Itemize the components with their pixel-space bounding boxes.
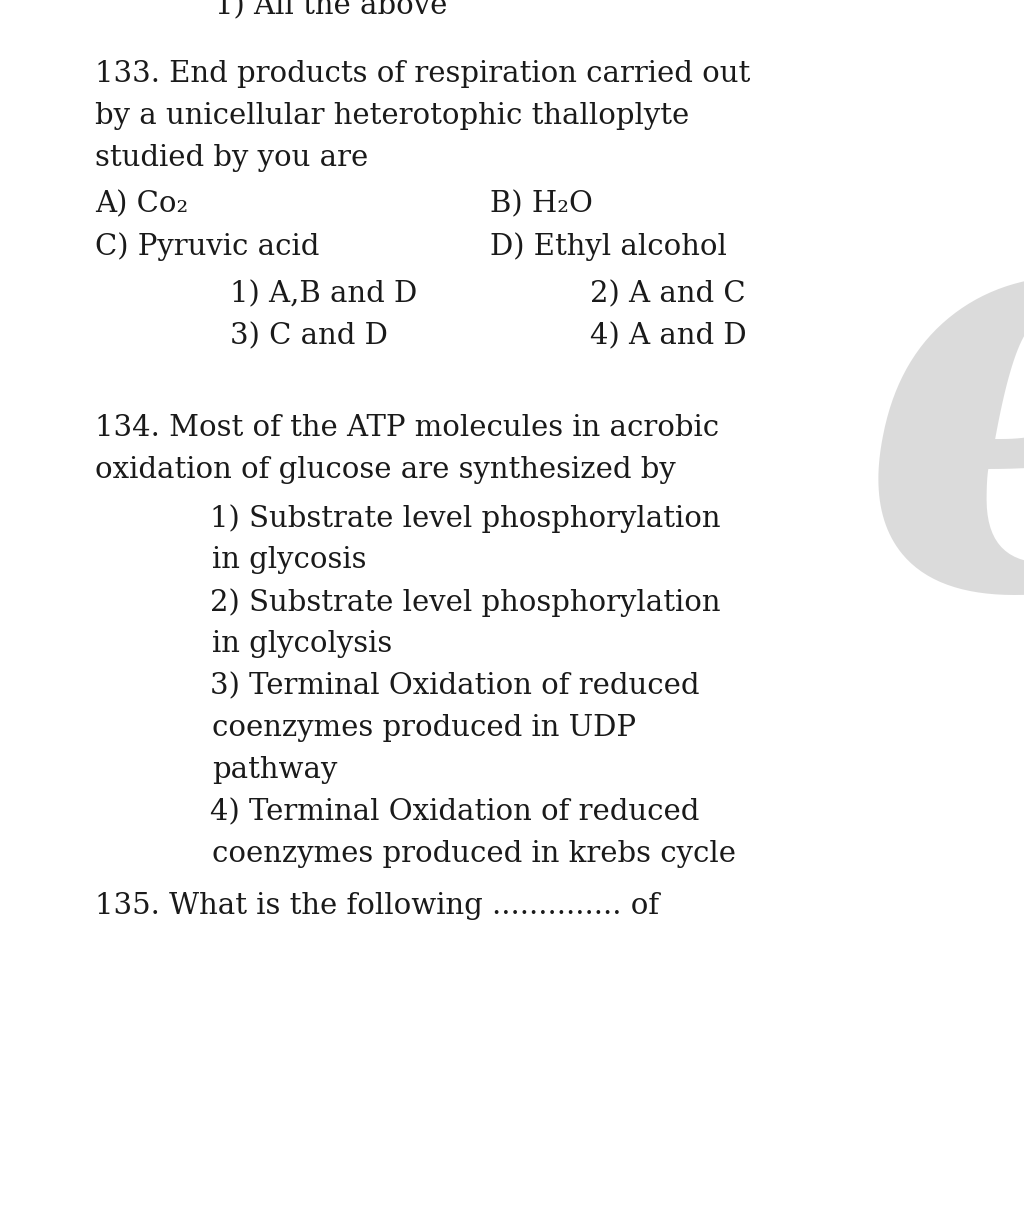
Text: 1) Substrate level phosphorylation: 1) Substrate level phosphorylation (210, 504, 721, 533)
Text: D) Ethyl alcohol: D) Ethyl alcohol (490, 232, 727, 260)
Text: pathway: pathway (212, 756, 337, 784)
Text: coenzymes produced in UDP: coenzymes produced in UDP (212, 714, 636, 742)
Text: 1) A,B and D: 1) A,B and D (230, 280, 417, 308)
Text: by a unicellular heterotophic thalloplyte: by a unicellular heterotophic thalloplyt… (95, 102, 689, 130)
Text: e: e (859, 144, 1024, 708)
Text: A) Co₂: A) Co₂ (95, 190, 188, 218)
Text: 134. Most of the ATP molecules in acrobic: 134. Most of the ATP molecules in acrobi… (95, 414, 719, 442)
Text: in glycolysis: in glycolysis (212, 630, 392, 658)
Text: 3) Terminal Oxidation of reduced: 3) Terminal Oxidation of reduced (210, 672, 699, 700)
Text: 1) All the above: 1) All the above (215, 0, 447, 19)
Text: coenzymes produced in krebs cycle: coenzymes produced in krebs cycle (212, 840, 736, 868)
Text: 4) Terminal Oxidation of reduced: 4) Terminal Oxidation of reduced (210, 798, 699, 826)
Text: 4) A and D: 4) A and D (590, 323, 746, 350)
Text: 133. End products of respiration carried out: 133. End products of respiration carried… (95, 60, 751, 88)
Text: C) Pyruvic acid: C) Pyruvic acid (95, 232, 319, 260)
Text: oxidation of glucose are synthesized by: oxidation of glucose are synthesized by (95, 456, 676, 484)
Text: B) H₂O: B) H₂O (490, 190, 593, 218)
Text: 135. What is the following .............. of: 135. What is the following .............… (95, 892, 659, 920)
Text: 2) Substrate level phosphorylation: 2) Substrate level phosphorylation (210, 588, 721, 617)
Text: 3) C and D: 3) C and D (230, 323, 388, 350)
Text: studied by you are: studied by you are (95, 144, 369, 172)
Text: in glycosis: in glycosis (212, 546, 367, 574)
Text: 2) A and C: 2) A and C (590, 280, 745, 308)
